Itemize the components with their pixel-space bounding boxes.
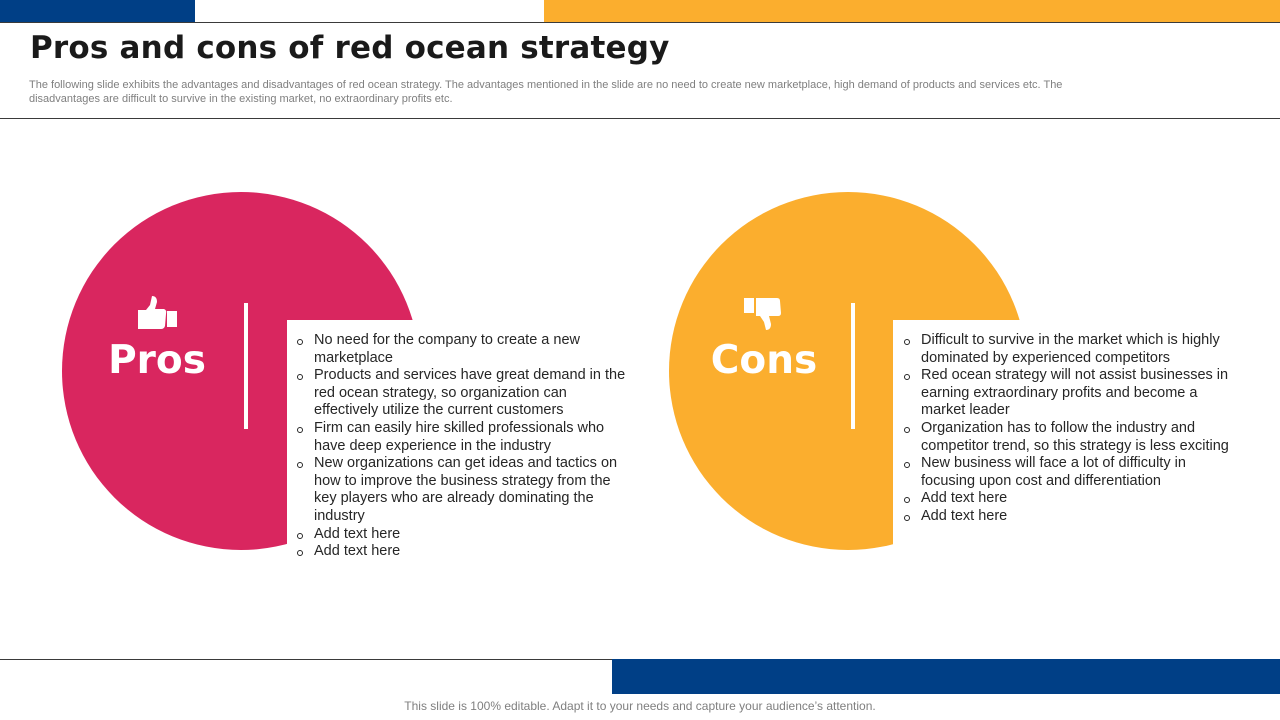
cons-label: Cons xyxy=(710,338,818,383)
pros-divider xyxy=(244,303,248,429)
pros-text-panel xyxy=(287,320,647,560)
pros-list: No need for the company to create a new … xyxy=(295,332,635,561)
thumbs-up-icon xyxy=(138,296,177,329)
pros-item: Products and services have great demand … xyxy=(295,367,635,420)
slide-subtitle: The following slide exhibits the advanta… xyxy=(29,79,1063,105)
pros-item: New organizations can get ideas and tact… xyxy=(295,455,635,525)
pros-item: Firm can easily hire skilled professiona… xyxy=(295,420,635,455)
cons-item: Difficult to survive in the market which… xyxy=(902,332,1242,367)
cons-item: Add text here xyxy=(902,490,1242,508)
bottom-accent-bar-blue xyxy=(612,659,1280,694)
footer-note: This slide is 100% editable. Adapt it to… xyxy=(404,699,876,713)
pros-item: No need for the company to create a new … xyxy=(295,332,635,367)
pros-item: Add text here xyxy=(295,543,635,561)
header-rule xyxy=(0,118,1280,119)
cons-divider xyxy=(851,303,855,429)
cons-item: Add text here xyxy=(902,508,1242,526)
cons-text-panel xyxy=(893,320,1263,560)
cons-item: New business will face a lot of difficul… xyxy=(902,455,1242,490)
thumbs-down-icon xyxy=(744,298,781,330)
top-accent-bar-blue xyxy=(0,0,195,22)
bottom-rule xyxy=(0,659,612,660)
cons-item: Red ocean strategy will not assist busin… xyxy=(902,367,1242,420)
cons-item: Organization has to follow the industry … xyxy=(902,420,1242,455)
pros-item: Add text here xyxy=(295,526,635,544)
top-accent-bar-orange xyxy=(544,0,1280,22)
top-rule xyxy=(0,22,1280,23)
cons-list: Difficult to survive in the market which… xyxy=(902,332,1242,526)
pros-label: Pros xyxy=(108,338,206,383)
slide-title: Pros and cons of red ocean strategy xyxy=(30,30,670,66)
